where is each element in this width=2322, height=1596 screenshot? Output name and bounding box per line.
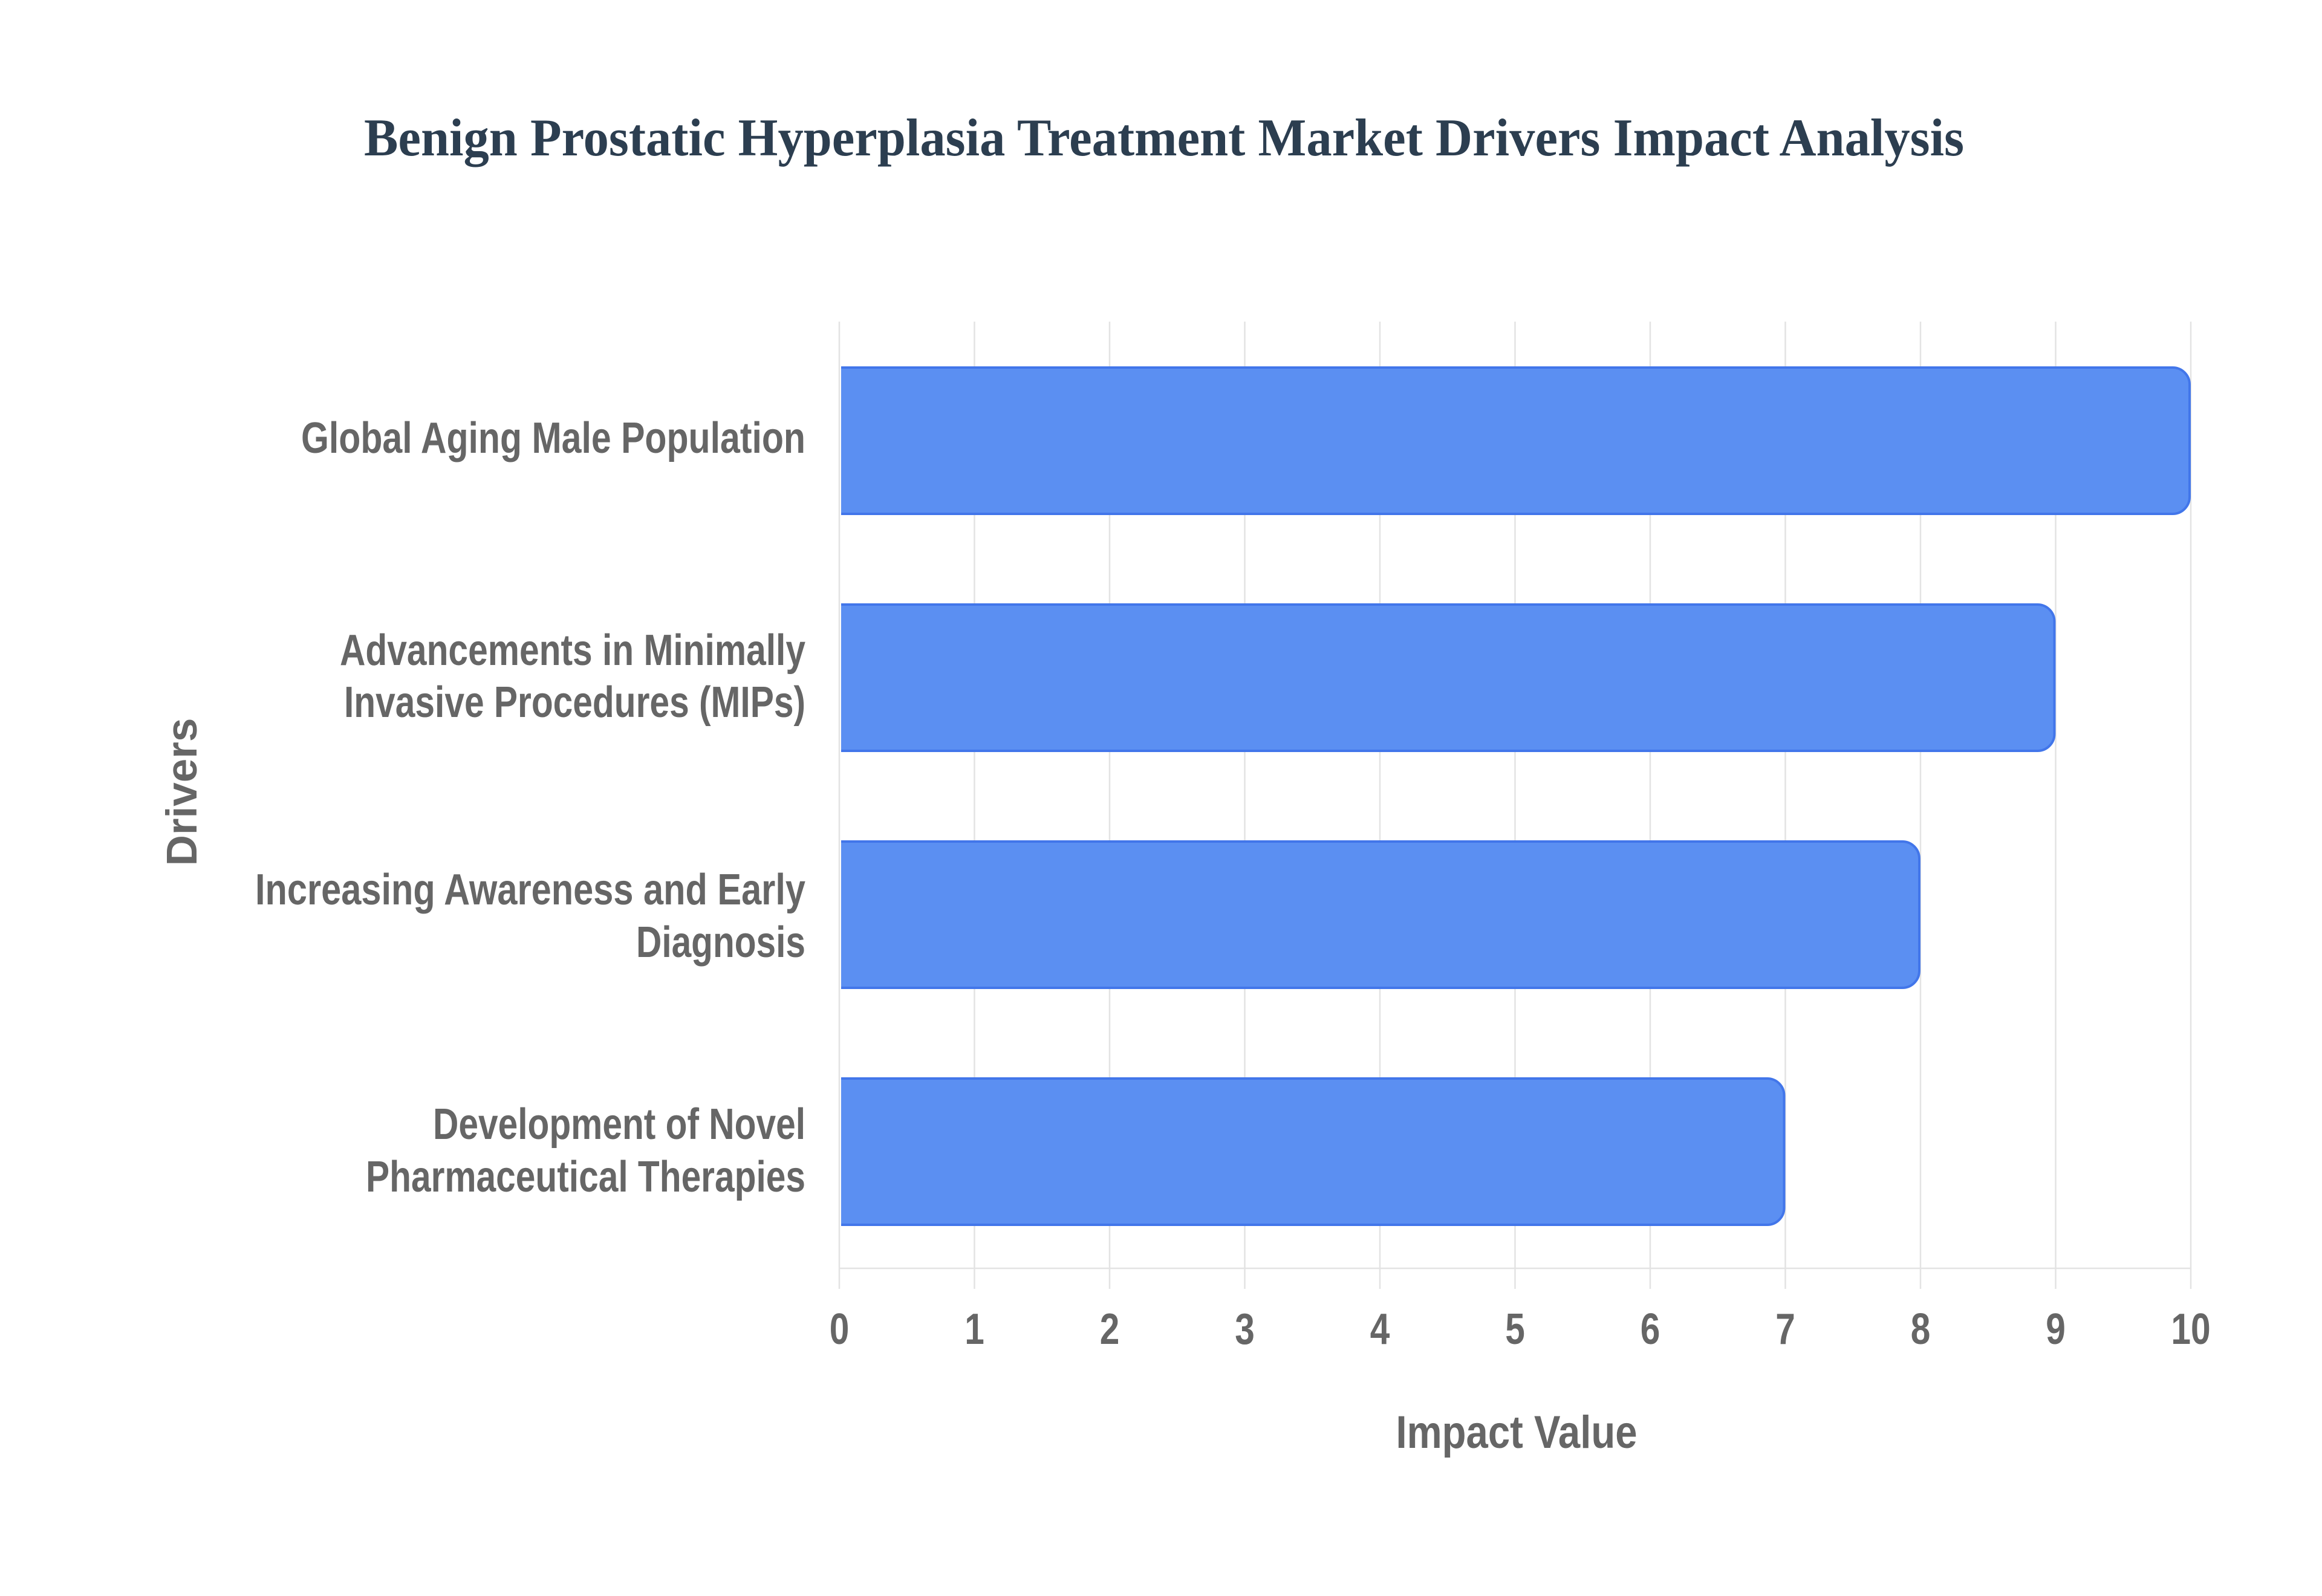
svg-text:8: 8 bbox=[1911, 1305, 1931, 1354]
svg-text:0: 0 bbox=[830, 1305, 850, 1354]
svg-text:10: 10 bbox=[2171, 1305, 2210, 1354]
svg-text:3: 3 bbox=[1235, 1305, 1255, 1354]
svg-text:Invasive Procedures (MIPs): Invasive Procedures (MIPs) bbox=[344, 678, 805, 727]
svg-text:7: 7 bbox=[1775, 1305, 1795, 1354]
svg-text:Diagnosis: Diagnosis bbox=[636, 918, 805, 967]
svg-text:Global Aging Male Population: Global Aging Male Population bbox=[301, 414, 805, 462]
svg-text:Increasing Awareness and Early: Increasing Awareness and Early bbox=[255, 866, 805, 914]
svg-text:9: 9 bbox=[2046, 1305, 2066, 1354]
svg-text:4: 4 bbox=[1370, 1305, 1390, 1354]
svg-text:Benign Prostatic Hyperplasia T: Benign Prostatic Hyperplasia Treatment M… bbox=[364, 109, 1964, 167]
svg-text:Drivers: Drivers bbox=[158, 718, 206, 866]
svg-text:1: 1 bbox=[964, 1305, 984, 1354]
svg-text:Impact Value: Impact Value bbox=[1396, 1407, 1637, 1458]
svg-text:Development of Novel: Development of Novel bbox=[433, 1100, 805, 1149]
svg-text:5: 5 bbox=[1505, 1305, 1525, 1354]
svg-text:2: 2 bbox=[1100, 1305, 1120, 1354]
svg-text:Advancements in Minimally: Advancements in Minimally bbox=[340, 626, 805, 675]
svg-text:Pharmaceutical Therapies: Pharmaceutical Therapies bbox=[366, 1153, 805, 1201]
svg-text:6: 6 bbox=[1641, 1305, 1660, 1354]
